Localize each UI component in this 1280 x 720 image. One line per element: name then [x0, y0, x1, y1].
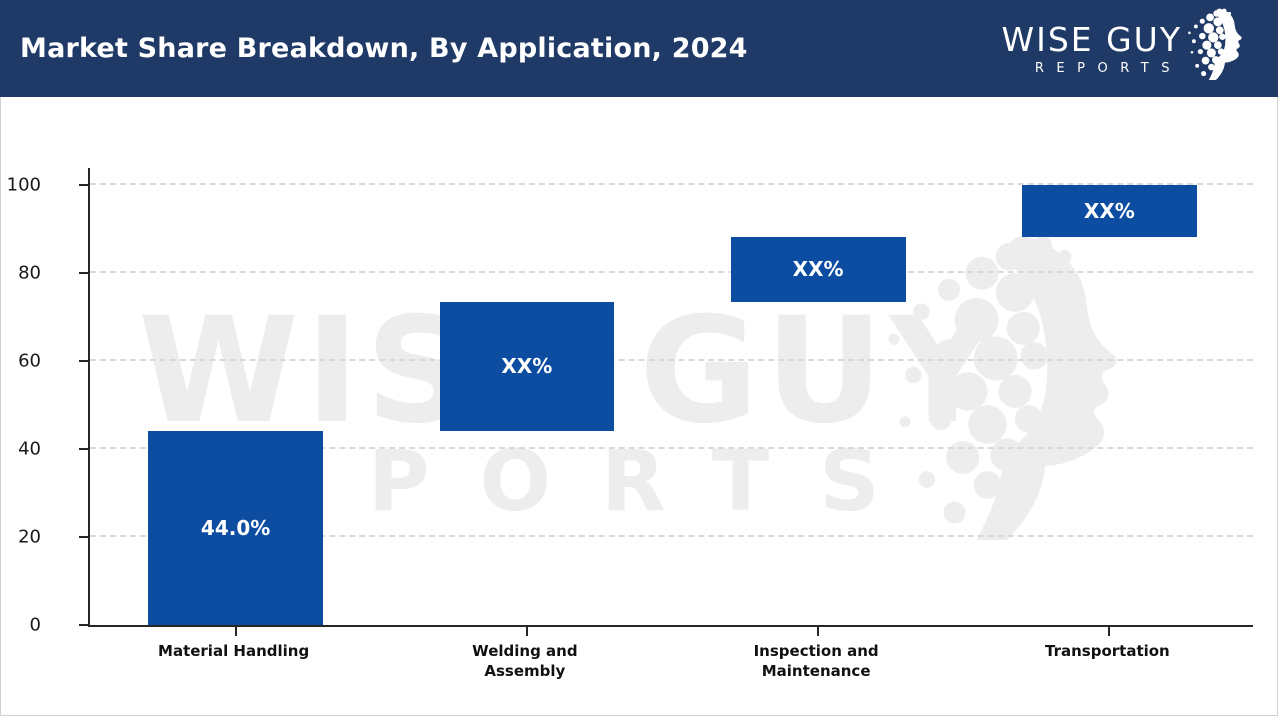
x-tick-mark: [1108, 627, 1111, 636]
brand-dotted-head-icon: [1184, 7, 1262, 91]
x-category-label-line: Transportation: [1045, 642, 1170, 660]
y-tick-label: 100: [6, 174, 41, 196]
brand-wordmark: WISE GUY REPORTS: [1001, 20, 1182, 77]
gridline: [90, 446, 1253, 449]
plot-area: 0 20 40 60 80 100 44.0% XX% XX% XX%: [7, 168, 1253, 636]
x-category-label: Material Handling: [158, 641, 309, 661]
y-tick-mark: [79, 624, 88, 626]
x-category-label: Inspection and Maintenance: [754, 641, 879, 681]
bar-1: 44.0%: [148, 431, 323, 625]
y-tick-mark: [79, 183, 88, 186]
x-category-label-line: Welding and: [472, 642, 578, 660]
y-tick-mark: [79, 271, 88, 274]
x-category-label-line: Material Handling: [158, 642, 310, 660]
y-tick-label: 0: [29, 614, 41, 636]
y-tick-label: 80: [18, 262, 41, 284]
page-title: Market Share Breakdown, By Application, …: [20, 33, 748, 64]
x-category-label: Transportation: [1045, 641, 1170, 661]
x-category-label: Welding and Assembly: [472, 641, 577, 681]
gridline: [90, 270, 1253, 273]
x-category-label-line: Maintenance: [761, 662, 871, 680]
brand-subtitle-text: REPORTS: [1034, 61, 1182, 76]
y-tick-mark: [79, 359, 88, 362]
brand-logo: WISE GUY REPORTS: [1001, 6, 1262, 92]
x-tick-mark: [234, 627, 237, 636]
brand-name-text: WISE GUY: [1001, 20, 1182, 59]
bar-2: XX%: [439, 301, 615, 432]
x-category-label-line: Assembly: [484, 662, 566, 680]
header: Market Share Breakdown, By Application, …: [0, 0, 1278, 97]
bar-3: XX%: [730, 236, 906, 302]
gridline: [90, 358, 1253, 361]
y-tick-mark: [79, 447, 88, 450]
bar-value-label: XX%: [1083, 198, 1135, 223]
x-category-label-line: Inspection and: [753, 642, 879, 660]
x-tick-mark: [817, 627, 820, 636]
y-tick-mark: [79, 536, 88, 538]
bar-value-label: 44.0%: [200, 516, 271, 541]
y-tick-label: 20: [18, 526, 41, 548]
y-tick-label: 60: [18, 350, 41, 372]
gridline: [90, 182, 1253, 185]
x-tick-mark: [525, 627, 528, 636]
y-tick-label: 40: [18, 438, 41, 460]
bar-value-label: XX%: [792, 257, 844, 282]
gridline: [90, 535, 1253, 537]
bar-4: XX%: [1022, 184, 1197, 237]
bar-value-label: XX%: [501, 354, 553, 379]
